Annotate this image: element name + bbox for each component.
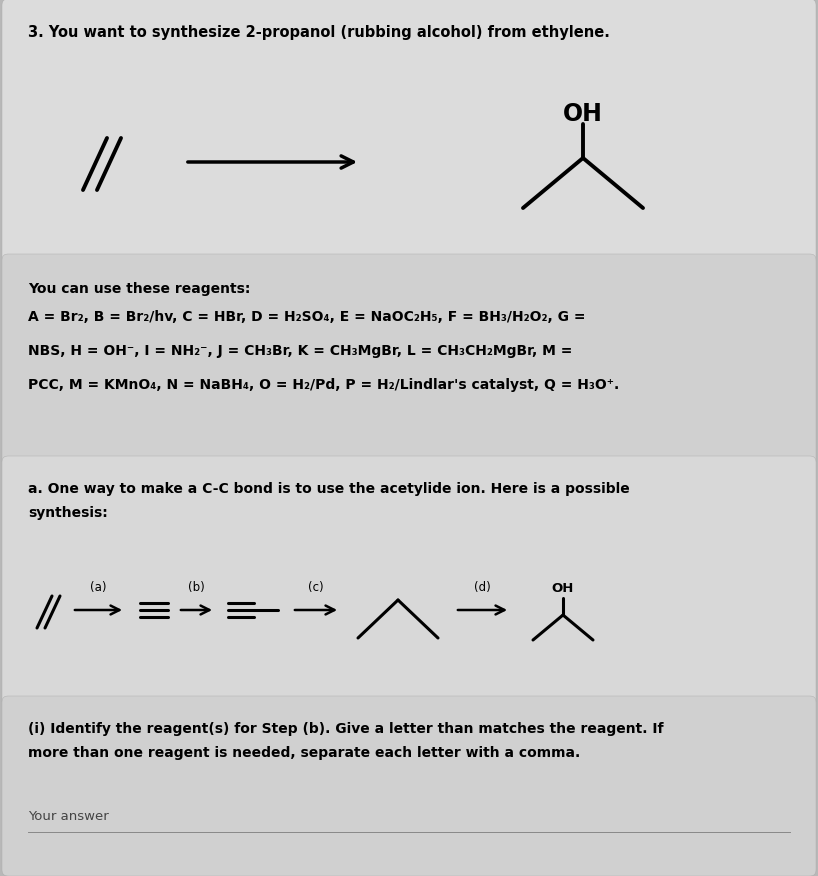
- Text: (c): (c): [308, 581, 324, 594]
- Text: synthesis:: synthesis:: [28, 506, 108, 520]
- Text: a. One way to make a C-C bond is to use the acetylide ion. Here is a possible: a. One way to make a C-C bond is to use …: [28, 482, 630, 496]
- Text: (i) Identify the reagent(s) for Step (b). Give a letter than matches the reagent: (i) Identify the reagent(s) for Step (b)…: [28, 722, 663, 736]
- Text: A = Br₂, B = Br₂/hv, C = HBr, D = H₂SO₄, E = NaOC₂H₅, F = BH₃/H₂O₂, G =: A = Br₂, B = Br₂/hv, C = HBr, D = H₂SO₄,…: [28, 310, 586, 324]
- Text: OH: OH: [552, 582, 574, 595]
- Text: Your answer: Your answer: [28, 810, 109, 823]
- Text: You can use these reagents:: You can use these reagents:: [28, 282, 250, 296]
- FancyBboxPatch shape: [2, 456, 816, 706]
- Text: more than one reagent is needed, separate each letter with a comma.: more than one reagent is needed, separat…: [28, 746, 580, 760]
- Text: NBS, H = OH⁻, I = NH₂⁻, J = CH₃Br, K = CH₃MgBr, L = CH₃CH₂MgBr, M =: NBS, H = OH⁻, I = NH₂⁻, J = CH₃Br, K = C…: [28, 344, 573, 358]
- FancyBboxPatch shape: [2, 0, 816, 263]
- Text: (d): (d): [474, 581, 490, 594]
- FancyBboxPatch shape: [2, 696, 816, 876]
- Text: PCC, M = KMnO₄, N = NaBH₄, O = H₂/Pd, P = H₂/Lindlar's catalyst, Q = H₃O⁺.: PCC, M = KMnO₄, N = NaBH₄, O = H₂/Pd, P …: [28, 378, 619, 392]
- Text: (b): (b): [187, 581, 204, 594]
- Text: 3. You want to synthesize 2-propanol (rubbing alcohol) from ethylene.: 3. You want to synthesize 2-propanol (ru…: [28, 25, 610, 40]
- Text: (a): (a): [90, 581, 106, 594]
- Text: OH: OH: [563, 102, 603, 126]
- FancyBboxPatch shape: [2, 254, 816, 466]
